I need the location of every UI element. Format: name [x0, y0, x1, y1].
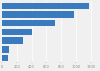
Bar — [2, 46, 9, 53]
Bar — [2, 37, 23, 44]
Bar — [2, 20, 55, 26]
Bar — [2, 55, 7, 61]
Bar — [2, 29, 32, 35]
Bar — [2, 11, 74, 18]
Bar — [2, 2, 89, 9]
